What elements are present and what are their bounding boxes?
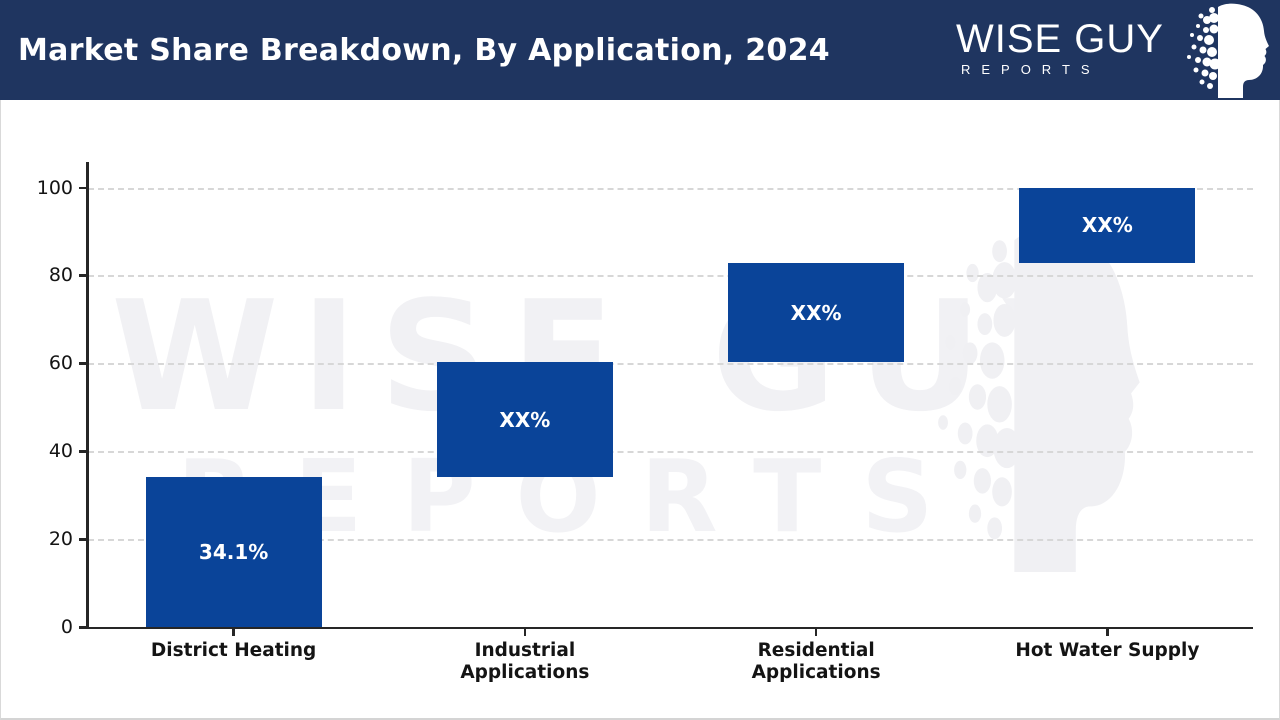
bar-value-label: XX%	[790, 300, 842, 325]
bar-value-label: 34.1%	[198, 540, 269, 565]
logo-name: WISE GUY	[955, 17, 1164, 61]
x-tick-mark	[523, 628, 527, 636]
plot-area: 0 20 40 60 80 100 34.1% District Heating XX% Indu…	[1, 100, 1279, 718]
y-tick-mark	[79, 274, 87, 277]
y-tick-label: 0	[60, 616, 73, 638]
bar-segment: XX%	[1019, 187, 1196, 264]
gridline-100	[88, 187, 1253, 190]
bar-value-label: XX%	[499, 407, 551, 432]
y-tick-label: 80	[48, 264, 73, 287]
y-axis-line	[86, 162, 89, 629]
logo-tagline: REPORTS	[960, 62, 1101, 77]
y-tick-mark	[79, 538, 87, 541]
y-tick-mark	[79, 626, 87, 629]
bar-segment: XX%	[728, 263, 905, 363]
header-bar: Market Share Breakdown, By Application, …	[0, 0, 1280, 100]
y-tick-mark	[79, 450, 87, 453]
x-axis-line	[86, 626, 1253, 629]
x-tick-label: Hot Water Supply	[1015, 640, 1200, 661]
x-tick-mark	[232, 628, 235, 636]
x-tick-label: Residential Applications	[751, 640, 881, 683]
gridline-20	[88, 539, 1253, 542]
bar-segment: XX%	[436, 362, 613, 478]
y-tick-label: 100	[36, 176, 73, 199]
x-tick-label: District Heating	[150, 640, 317, 661]
y-tick-label: 60	[48, 352, 73, 375]
gridline-60	[88, 363, 1253, 366]
gridline-40	[88, 451, 1253, 454]
wiseguy-logo-text: WISE GUY REPORTS	[956, 19, 1164, 77]
x-tick-label: Industrial Applications	[460, 640, 590, 683]
bar-value-label: XX%	[1081, 213, 1133, 238]
bar-segment: 34.1%	[145, 477, 322, 627]
y-tick-label: 20	[48, 528, 73, 551]
watermark-face-icon	[938, 228, 1140, 572]
y-tick-label: 40	[48, 440, 73, 463]
y-tick-mark	[79, 186, 87, 189]
y-tick-mark	[79, 362, 87, 365]
wiseguy-face-icon	[1187, 3, 1269, 98]
chart-area: WISE GUY REPORTS 0 20 40 60 80 100 34.1% Distri…	[0, 100, 1280, 720]
page-title: Market Share Breakdown, By Application, …	[18, 32, 830, 68]
x-tick-mark	[814, 628, 818, 636]
x-tick-mark	[1106, 628, 1109, 636]
wiseguy-logo: WISE GUY REPORTS	[956, 0, 1274, 100]
gridline-80	[88, 275, 1253, 278]
